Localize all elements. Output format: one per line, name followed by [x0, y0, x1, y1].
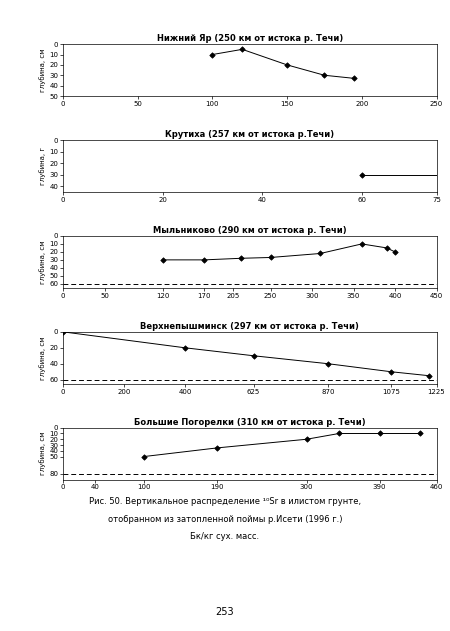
Title: Нижний Яр (250 км от истока р. Течи): Нижний Яр (250 км от истока р. Течи)	[157, 35, 343, 44]
Text: 253: 253	[216, 607, 234, 617]
Title: Мыльниково (290 км от истока р. Течи): Мыльниково (290 км от истока р. Течи)	[153, 226, 346, 235]
Y-axis label: глубина, г: глубина, г	[40, 147, 46, 185]
Y-axis label: глубина, см: глубина, см	[40, 432, 46, 475]
Y-axis label: глубина, см: глубина, см	[40, 240, 46, 283]
Text: Бк/кг сух. масс.: Бк/кг сух. масс.	[190, 533, 260, 541]
Y-axis label: глубина, см: глубина, см	[40, 49, 46, 92]
Text: отобранном из затопленной поймы р.Исети (1996 г.): отобранном из затопленной поймы р.Исети …	[108, 515, 342, 524]
Title: Большие Погорелки (310 км от истока р. Течи): Большие Погорелки (310 км от истока р. Т…	[134, 418, 365, 427]
Text: Рис. 50. Вертикальное распределение ¹⁰Sr в илистом грунте,: Рис. 50. Вертикальное распределение ¹⁰Sr…	[89, 497, 361, 506]
Title: Крутиха (257 км от истока р.Течи): Крутиха (257 км от истока р.Течи)	[165, 130, 334, 139]
Y-axis label: глубина, см: глубина, см	[40, 336, 46, 379]
Title: Верхнепышминск (297 км от истока р. Течи): Верхнепышминск (297 км от истока р. Течи…	[140, 322, 359, 331]
